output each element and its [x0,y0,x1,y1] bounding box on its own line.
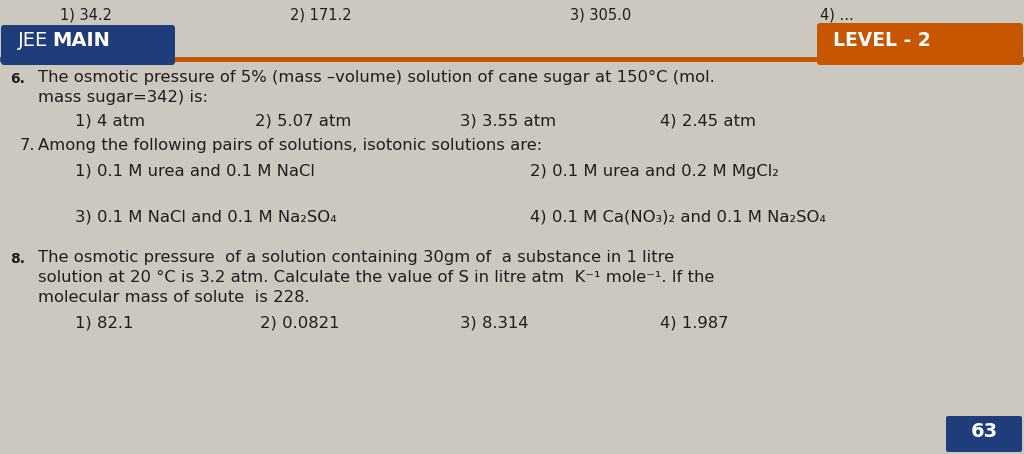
Text: LEVEL - 2: LEVEL - 2 [833,31,931,50]
Text: MAIN: MAIN [52,31,110,50]
Text: 3) 0.1 M NaCl and 0.1 M Na₂SO₄: 3) 0.1 M NaCl and 0.1 M Na₂SO₄ [75,210,337,225]
Text: 1) 0.1 M urea and 0.1 M NaCl: 1) 0.1 M urea and 0.1 M NaCl [75,164,314,179]
Text: 3) 305.0: 3) 305.0 [570,8,631,23]
Text: 3) 3.55 atm: 3) 3.55 atm [460,114,556,129]
Text: 4) 0.1 M Ca(NO₃)₂ and 0.1 M Na₂SO₄: 4) 0.1 M Ca(NO₃)₂ and 0.1 M Na₂SO₄ [530,210,826,225]
Text: 2) 0.1 M urea and 0.2 M MgCl₂: 2) 0.1 M urea and 0.2 M MgCl₂ [530,164,779,179]
Text: 63: 63 [971,422,997,441]
Text: 6.: 6. [10,72,25,86]
Text: molecular mass of solute  is 228.: molecular mass of solute is 228. [38,290,309,305]
FancyBboxPatch shape [1,25,175,65]
Text: The osmotic pressure of 5% (mass –volume) solution of cane sugar at 150°C (mol.: The osmotic pressure of 5% (mass –volume… [38,70,715,85]
Text: mass sugar=342) is:: mass sugar=342) is: [38,90,208,105]
Text: 1) 34.2: 1) 34.2 [60,8,112,23]
Text: Among the following pairs of solutions, isotonic solutions are:: Among the following pairs of solutions, … [38,138,542,153]
Text: 4) 1.987: 4) 1.987 [660,316,728,331]
Bar [168,57,1024,62]
Text: 1) 82.1: 1) 82.1 [75,316,133,331]
Text: 7.: 7. [20,138,36,153]
Text: 1) 4 atm: 1) 4 atm [75,114,145,129]
FancyBboxPatch shape [817,23,1023,65]
Text: 2) 0.0821: 2) 0.0821 [260,316,340,331]
Text: 2) 5.07 atm: 2) 5.07 atm [255,114,351,129]
FancyBboxPatch shape [946,416,1022,452]
Text: The osmotic pressure  of a solution containing 30gm of  a substance in 1 litre: The osmotic pressure of a solution conta… [38,250,674,265]
Text: JEE: JEE [18,31,54,50]
Text: 4) 2.45 atm: 4) 2.45 atm [660,114,756,129]
Text: solution at 20 °C is 3.2 atm. Calculate the value of S in litre atm  K⁻¹ mole⁻¹.: solution at 20 °C is 3.2 atm. Calculate … [38,270,715,285]
Text: 4) ...: 4) ... [820,8,854,23]
Text: 3) 8.314: 3) 8.314 [460,316,528,331]
Bar [0,57,1024,62]
Text: 8.: 8. [10,252,25,266]
Text: 2) 171.2: 2) 171.2 [290,8,351,23]
